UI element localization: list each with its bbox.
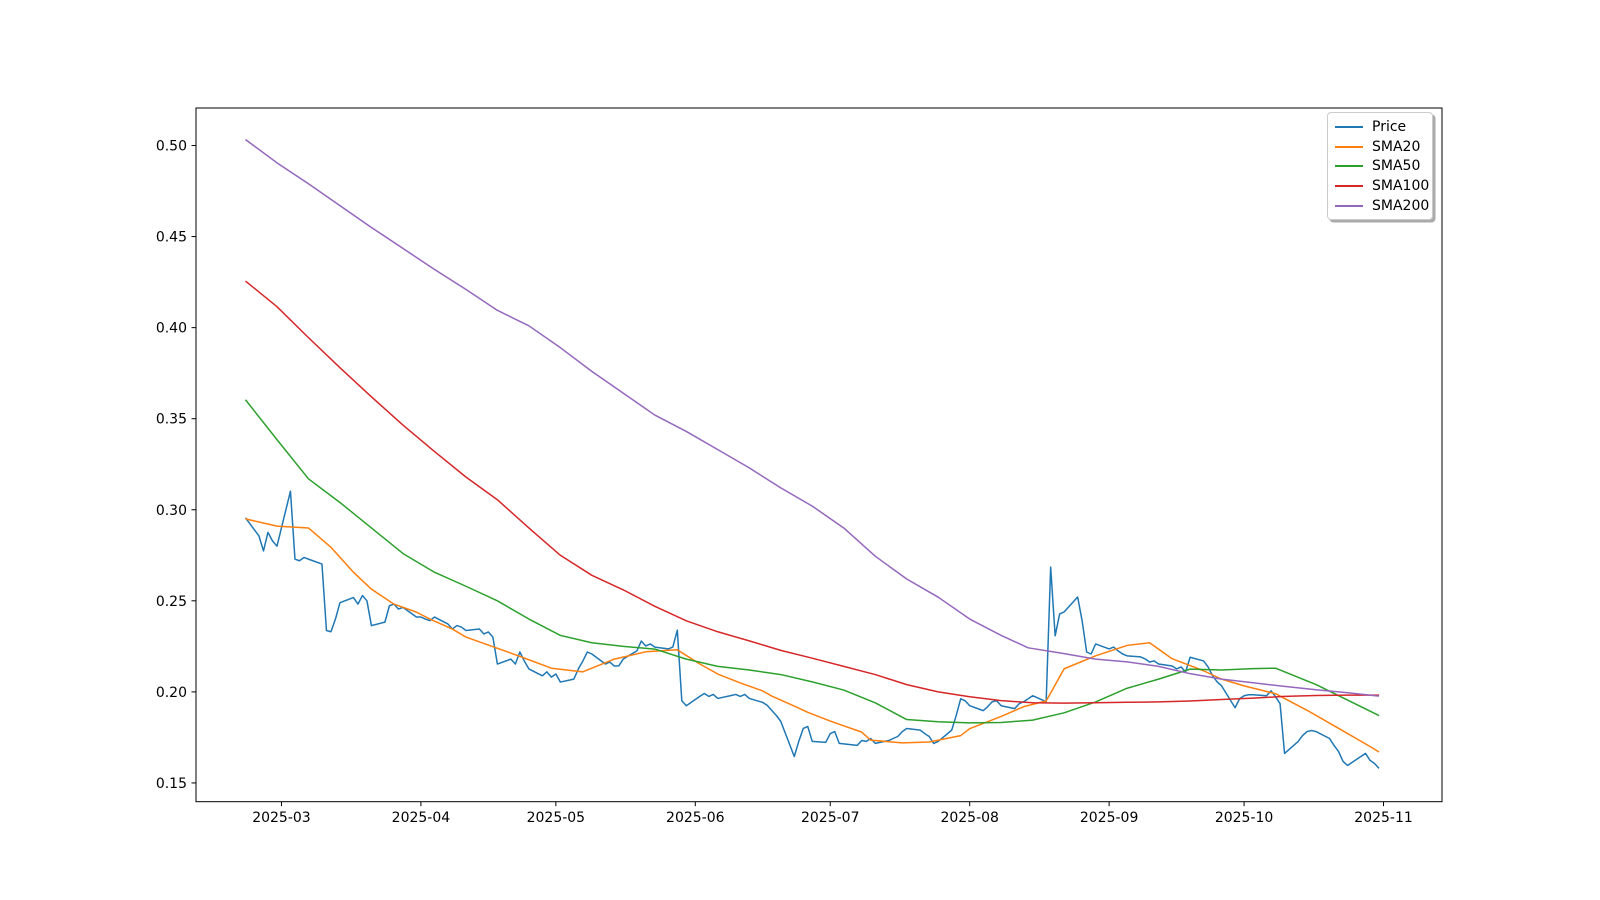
sma20-line-swatch-icon: [1335, 145, 1363, 148]
sma50-series-line: [244, 399, 1380, 724]
sma200-series-line: [245, 138, 1380, 697]
x-tick-label: 2025-04: [392, 810, 451, 826]
price-line-swatch-icon: [1335, 125, 1363, 128]
legend-entry-sma200: SMA200: [1328, 196, 1432, 216]
legend-entry-sma100: SMA100: [1328, 176, 1432, 196]
sma100-line-swatch-icon: [1335, 185, 1363, 188]
legend: Price SMA20 SMA50 SMA100 SMA200: [1327, 112, 1433, 220]
legend-label-price: Price: [1372, 118, 1407, 135]
price-series-line: [244, 490, 1380, 769]
sma200-line-swatch-icon: [1335, 205, 1363, 208]
y-tick-label: 0.45: [156, 230, 187, 246]
sma20-series-line: [245, 518, 1380, 753]
y-tick-label: 0.25: [156, 594, 187, 610]
y-tick-label: 0.15: [156, 776, 187, 792]
axes-spines: [195, 107, 1443, 803]
y-tick-label: 0.35: [156, 412, 187, 428]
legend-entry-price: Price: [1328, 117, 1432, 137]
x-tick-label: 2025-06: [666, 810, 725, 826]
legend-entry-sma50: SMA50: [1328, 157, 1432, 177]
y-tick-label: 0.30: [156, 503, 187, 519]
x-tick-label: 2025-09: [1080, 810, 1139, 826]
sma100-series-line: [245, 280, 1380, 704]
y-tick-label: 0.40: [156, 321, 187, 337]
plot-area: [196, 108, 1442, 802]
legend-label-sma20: SMA20: [1372, 138, 1421, 155]
x-tick-label: 2025-11: [1354, 810, 1413, 826]
y-tick-label: 0.20: [156, 685, 187, 701]
legend-entry-sma20: SMA20: [1328, 137, 1432, 157]
x-tick-label: 2025-10: [1215, 810, 1274, 826]
x-tick-label: 2025-08: [940, 810, 999, 826]
legend-label-sma100: SMA100: [1372, 178, 1430, 195]
sma50-line-swatch-icon: [1335, 165, 1363, 168]
legend-label-sma50: SMA50: [1372, 158, 1421, 175]
x-tick-label: 2025-07: [801, 810, 860, 826]
x-tick-label: 2025-05: [527, 810, 586, 826]
legend-label-sma200: SMA200: [1372, 198, 1430, 215]
y-tick-label: 0.50: [156, 139, 187, 155]
x-tick-label: 2025-03: [252, 810, 311, 826]
